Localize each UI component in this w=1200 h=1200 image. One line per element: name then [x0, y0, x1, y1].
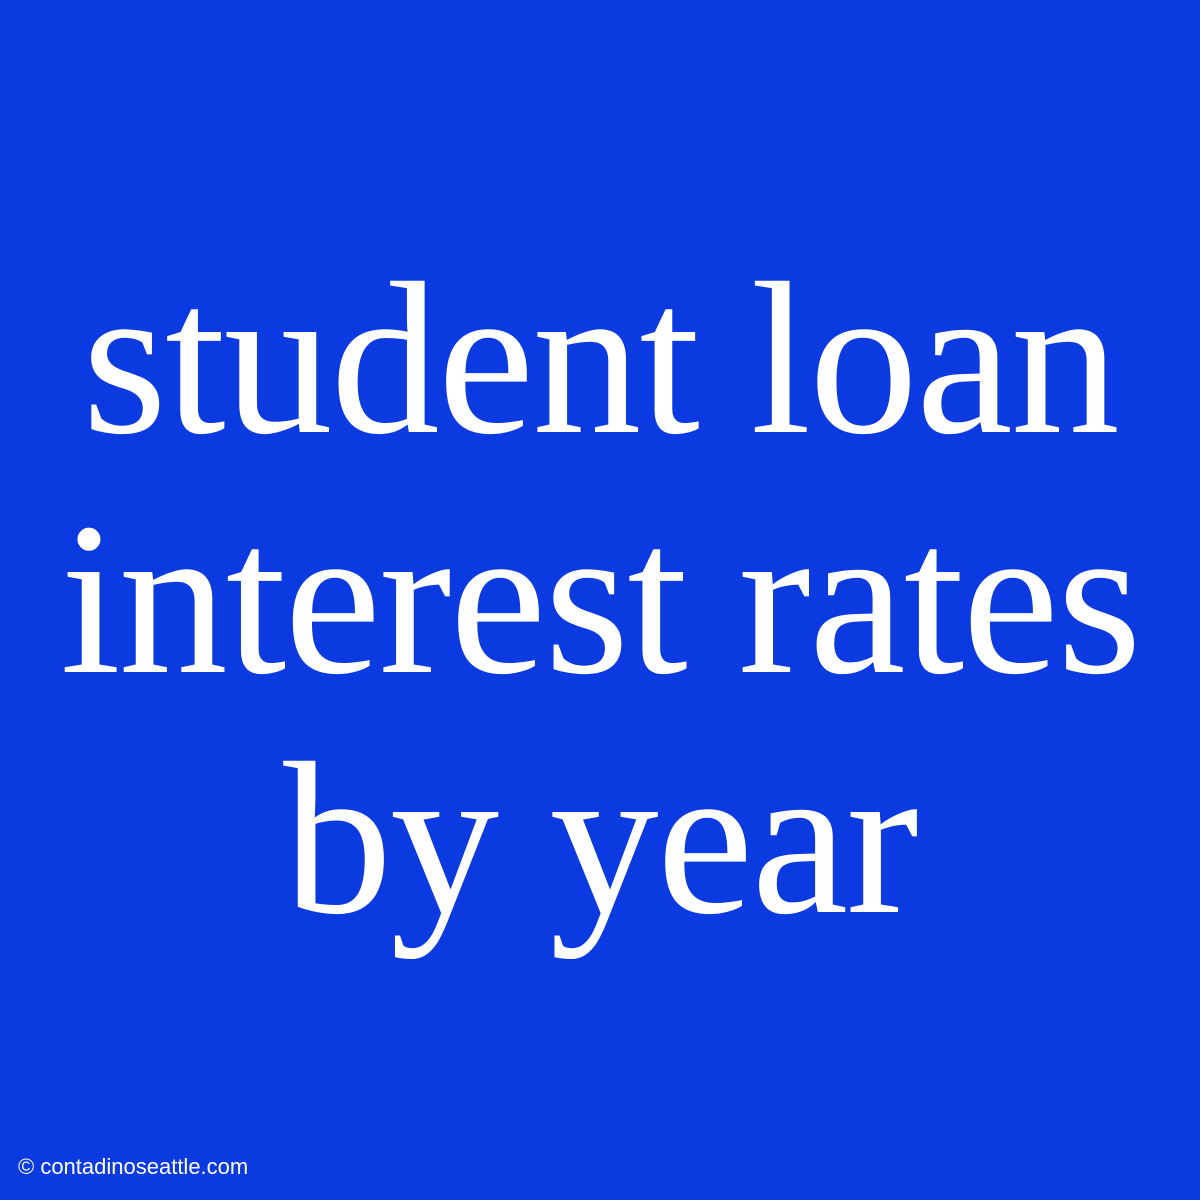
- main-heading: student loan interest rates by year: [0, 240, 1200, 959]
- attribution-text: © contadinoseattle.com: [18, 1154, 248, 1180]
